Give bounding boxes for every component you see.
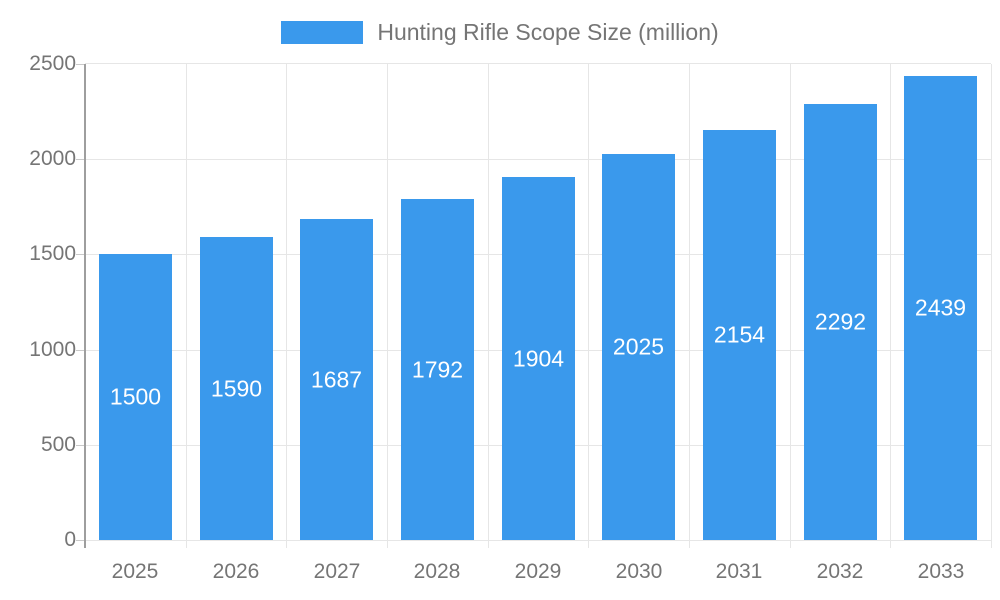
x-tick-label: 2031 bbox=[715, 560, 763, 583]
v-gridline bbox=[991, 64, 992, 548]
bar-2028: 1792 bbox=[401, 199, 474, 540]
v-gridline bbox=[588, 64, 589, 548]
bar-value-label: 2439 bbox=[914, 294, 967, 321]
legend-swatch[interactable] bbox=[281, 20, 364, 44]
bar-value-label: 1500 bbox=[109, 383, 162, 410]
plot-area: 1500 1590 1687 1792 1904 2025 2154 2292 2439 bbox=[76, 63, 992, 548]
y-tick bbox=[76, 64, 85, 65]
x-tick-label: 2032 bbox=[816, 560, 864, 583]
y-tick bbox=[76, 540, 85, 541]
legend: Hunting Rifle Scope Size (million) bbox=[0, 14, 1000, 50]
bar-2032: 2292 bbox=[804, 104, 877, 540]
v-gridline bbox=[890, 64, 891, 548]
y-tick-label: 500 bbox=[40, 432, 76, 456]
y-tick-label: 1500 bbox=[29, 242, 76, 266]
bar-value-label: 1687 bbox=[310, 366, 363, 392]
bar-2025: 1500 bbox=[99, 254, 172, 540]
x-tick-label: 2026 bbox=[212, 560, 260, 583]
y-axis-line bbox=[84, 64, 86, 548]
bar-value-label: 1792 bbox=[411, 356, 464, 382]
v-gridline bbox=[790, 64, 791, 548]
y-tick-label: 2000 bbox=[29, 147, 76, 171]
y-tick bbox=[76, 349, 85, 351]
bar-value-label: 2292 bbox=[814, 308, 867, 335]
v-gridline bbox=[286, 64, 287, 548]
bar-2026: 1590 bbox=[200, 237, 273, 540]
v-gridline bbox=[387, 64, 388, 548]
x-tick-label: 2029 bbox=[514, 560, 562, 583]
y-tick bbox=[76, 444, 85, 446]
bar-value-label: 1904 bbox=[512, 345, 565, 371]
x-tick-label: 2033 bbox=[917, 560, 965, 583]
h-gridline bbox=[85, 540, 991, 541]
bar-2029: 1904 bbox=[502, 177, 575, 540]
bar-2033: 2439 bbox=[904, 76, 977, 540]
x-tick-label: 2025 bbox=[111, 560, 159, 583]
x-tick-label: 2028 bbox=[413, 560, 461, 583]
y-tick-label: 2500 bbox=[29, 52, 76, 75]
y-tick-label: 0 bbox=[64, 528, 76, 551]
x-tick-label: 2030 bbox=[615, 560, 663, 583]
bar-value-label: 2154 bbox=[713, 321, 766, 348]
bar-2031: 2154 bbox=[703, 130, 776, 540]
v-gridline bbox=[186, 64, 187, 548]
x-tick-label: 2027 bbox=[313, 560, 361, 583]
bar-value-label: 1590 bbox=[210, 375, 263, 401]
v-gridline bbox=[689, 64, 690, 548]
h-gridline bbox=[85, 159, 991, 161]
y-tick bbox=[76, 159, 85, 161]
bar-2030: 2025 bbox=[602, 154, 675, 540]
y-tick-label: 1000 bbox=[29, 337, 76, 361]
h-gridline bbox=[85, 63, 991, 64]
v-gridline bbox=[488, 64, 489, 548]
bar-2027: 1687 bbox=[300, 219, 373, 540]
bar-value-label: 2025 bbox=[612, 333, 665, 360]
legend-label[interactable]: Hunting Rifle Scope Size (million) bbox=[377, 18, 719, 45]
y-tick bbox=[76, 254, 85, 256]
